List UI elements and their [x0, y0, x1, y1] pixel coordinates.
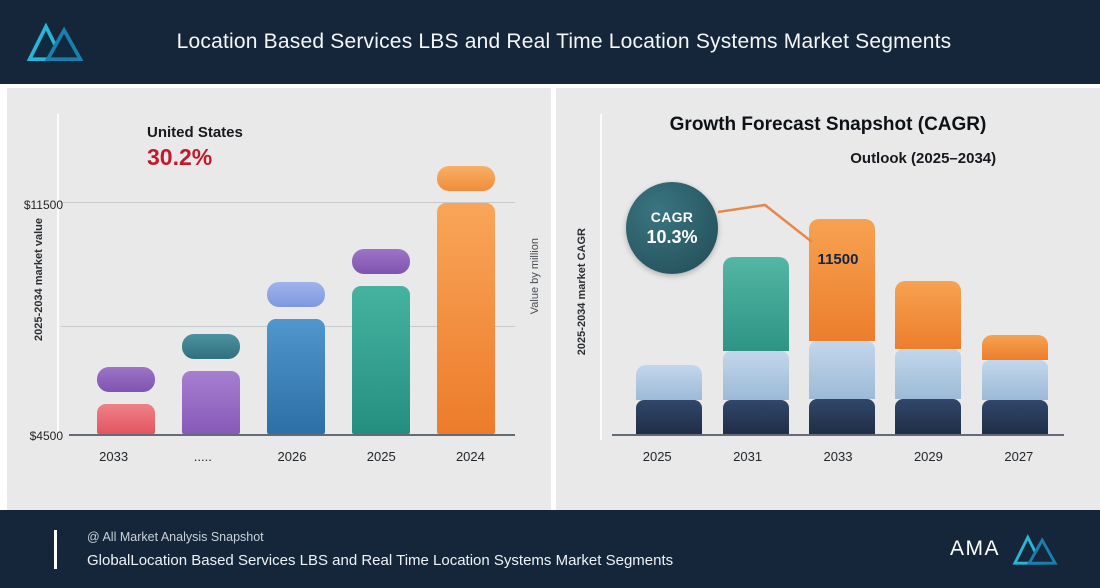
- us-growth-value: 30.2%: [147, 144, 213, 170]
- y-tick-label: $11500: [23, 198, 63, 213]
- left-edge-stripe: [0, 88, 7, 510]
- us-y-axis-label: 2025-2034 market value: [33, 218, 45, 341]
- us-bar: [352, 285, 411, 434]
- us-bar-column: [168, 154, 253, 434]
- us-market-panel: 2025-2034 market value United States 30.…: [7, 88, 551, 510]
- us-bar-column: [83, 154, 168, 434]
- x-axis-label: 2025: [642, 449, 672, 464]
- us-bar-column: [253, 154, 338, 434]
- page-title: Location Based Services LBS and Real Tim…: [176, 30, 952, 53]
- charts-area: 2025-2034 market value United States 30.…: [0, 84, 1100, 510]
- cagr-segment-base: [981, 399, 1048, 434]
- cagr-y-axis-line: [600, 114, 602, 440]
- brand-text: AMA: [949, 537, 1000, 560]
- cagr-bar: [809, 219, 876, 434]
- cagr-bar-row: [626, 154, 1058, 434]
- cagr-badge-label: CAGR: [650, 208, 694, 225]
- us-bar-cap: [437, 166, 496, 192]
- cagr-segment-base: [809, 398, 876, 434]
- cagr-bar: [722, 256, 789, 434]
- footer-title: GlobalLocation Based Services LBS and Re…: [87, 551, 674, 569]
- footer: @ All Market Analysis Snapshot GlobalLoc…: [0, 510, 1100, 588]
- x-axis-label: .....: [193, 449, 212, 464]
- us-chart-title: United States: [147, 124, 243, 141]
- cagr-bar: [981, 335, 1048, 434]
- value-by-million-label: Value by million: [529, 238, 541, 315]
- footer-brand: AMA: [950, 533, 1058, 566]
- cagr-bar-column: [972, 154, 1058, 434]
- cagr-subtitle: Outlook (2025–2034): [850, 150, 997, 167]
- us-bar: [96, 404, 155, 434]
- x-axis-label: 2031: [733, 449, 763, 464]
- cagr-y-axis-label: 2025-2034 market CAGR: [576, 228, 588, 356]
- cagr-bar-column: [712, 154, 798, 434]
- us-bar: [181, 371, 240, 434]
- y-tick-label: $4500: [29, 429, 63, 443]
- x-axis-label: 2027: [1004, 449, 1034, 464]
- cagr-badge-value: 10.3%: [646, 226, 698, 247]
- cagr-xlabels: 2025 2031 2033 2029 2027: [612, 449, 1064, 464]
- us-plot: $4500 $11500: [24, 154, 515, 443]
- cagr-title: Growth Forecast Snapshot (CAGR): [669, 114, 987, 135]
- us-y-axis-line: [57, 114, 59, 440]
- cagr-segment-top: [722, 256, 789, 351]
- gridline: [61, 202, 515, 204]
- us-bar-cap: [96, 367, 155, 393]
- us-bar-column: [339, 154, 424, 434]
- x-axis-label: 2026: [277, 449, 307, 464]
- cagr-segment-middle: [981, 360, 1048, 400]
- cagr-segment-top: [981, 335, 1048, 361]
- cagr-segment-middle: [636, 365, 703, 400]
- cagr-segment-top: [895, 280, 962, 349]
- us-bar-cap: [181, 334, 240, 360]
- us-bar-cap: [267, 281, 325, 307]
- x-axis-label: 2029: [913, 449, 943, 464]
- us-bar-cap: [352, 248, 411, 274]
- x-axis-label: 2025: [366, 449, 396, 464]
- ama-logo-icon: [1012, 533, 1058, 565]
- us-xlabels: 2033..... 2026 2025 2024: [69, 449, 515, 464]
- footer-tagline: @ All Market Analysis Snapshot: [87, 529, 264, 544]
- cagr-segment-base: [895, 398, 962, 434]
- cagr-segment-middle: [722, 351, 789, 400]
- cagr-bar-column: [885, 154, 971, 434]
- cagr-bar: [895, 280, 962, 434]
- cagr-badge: CAGR 10.3%: [626, 182, 718, 274]
- cagr-segment-base: [636, 399, 703, 434]
- x-axis-label: 2033: [823, 449, 853, 464]
- cagr-bar-column: [626, 154, 712, 434]
- cagr-panel: Growth Forecast Snapshot (CAGR) Outlook …: [556, 88, 1100, 510]
- x-axis-label: 2024: [455, 449, 485, 464]
- header: Location Based Services LBS and Real Tim…: [0, 0, 1100, 84]
- ama-logo-icon: [26, 22, 84, 62]
- cagr-segment-middle: [895, 348, 962, 399]
- cagr-segment-base: [722, 399, 789, 434]
- footer-text-block: @ All Market Analysis Snapshot GlobalLoc…: [54, 529, 674, 569]
- panel-divider: [551, 88, 556, 510]
- x-axis-label: 2033: [99, 449, 129, 464]
- us-bar-column: [424, 154, 509, 434]
- cagr-bar: [636, 365, 703, 434]
- us-bar-row: [83, 154, 509, 434]
- cagr-segment-middle: [809, 340, 876, 399]
- value-annotation: 11500: [817, 251, 859, 269]
- us-bar: [437, 203, 496, 434]
- cagr-bar-column: [799, 154, 885, 434]
- cagr-segment-top: [809, 219, 876, 341]
- us-bar: [267, 318, 325, 434]
- badge-connector-line: [717, 203, 813, 243]
- cagr-plot: 11500: [612, 154, 1064, 436]
